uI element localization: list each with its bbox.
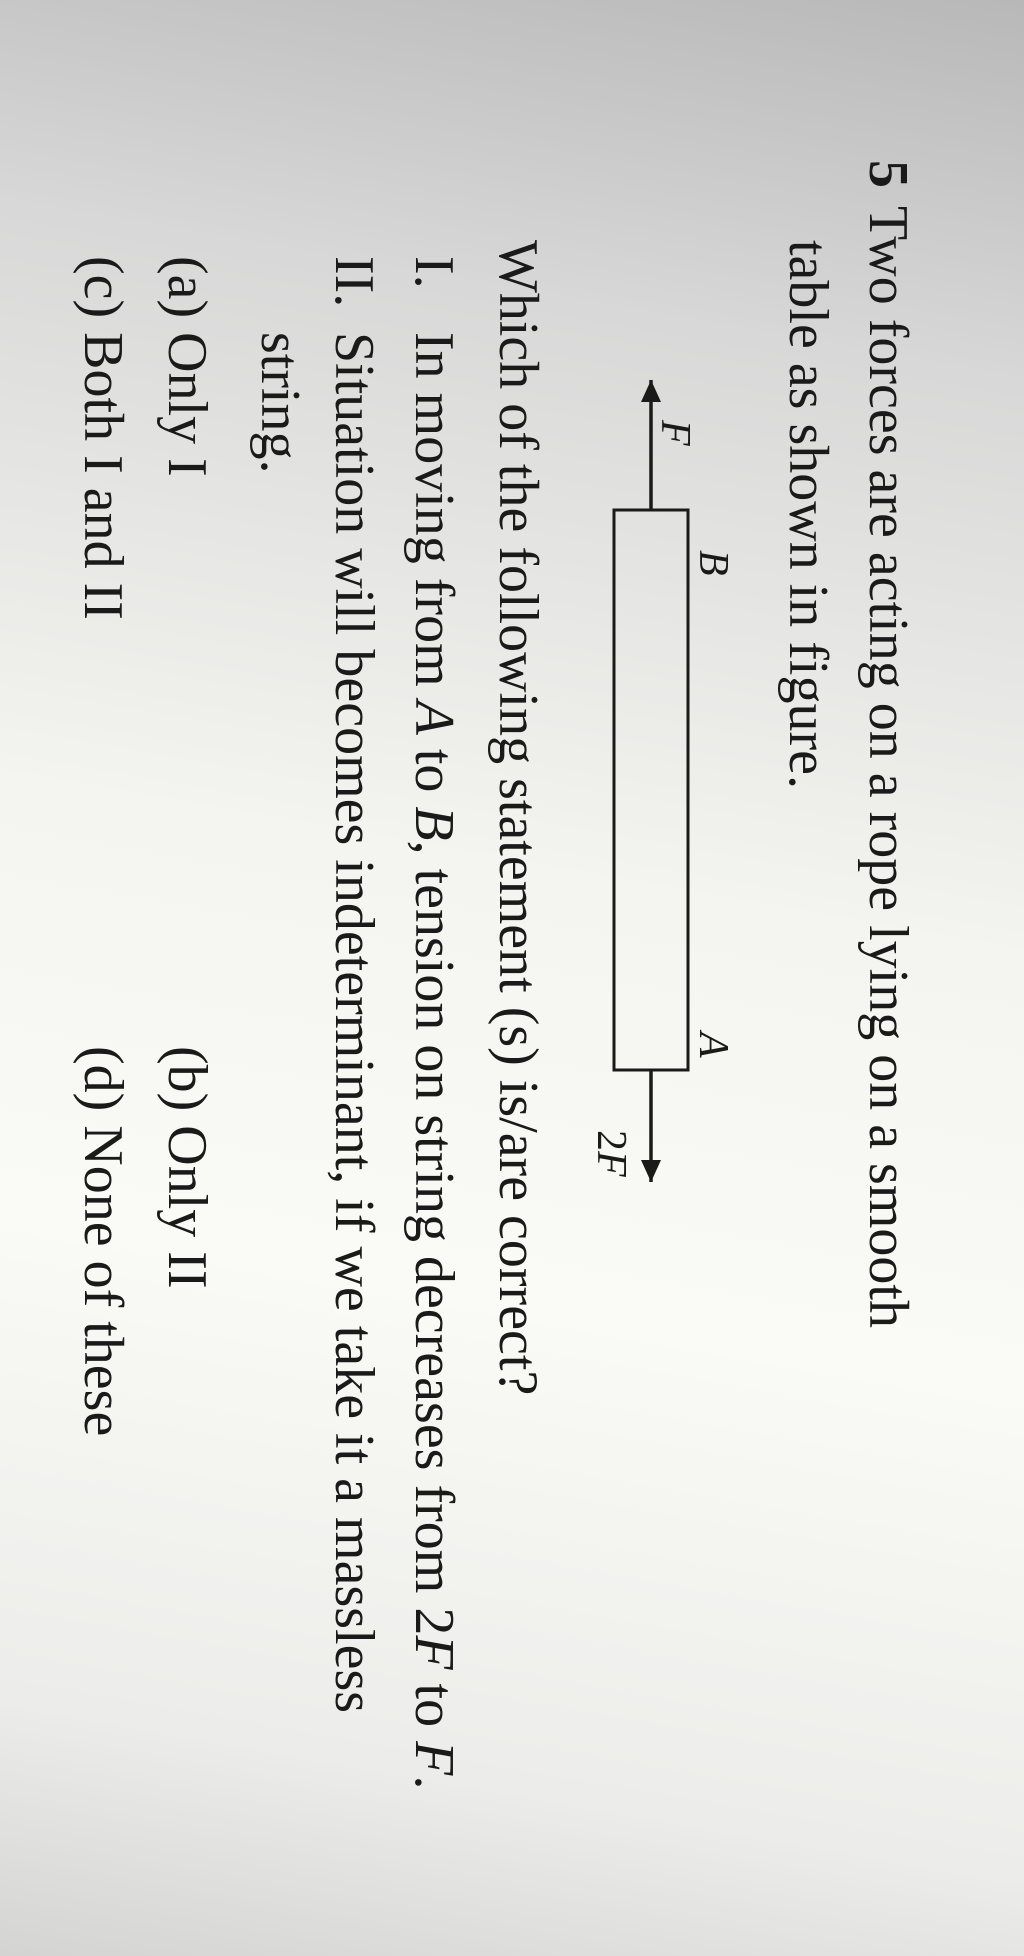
- scanned-page: 5 Two forces are acting on a rope lying o…: [0, 0, 1024, 1956]
- option-a-tag: (a): [156, 256, 218, 318]
- statement-II: II. Situation will becomes indeterminant…: [243, 160, 391, 1836]
- question-line-1: 5 Two forces are acting on a rope lying o…: [850, 160, 924, 1836]
- label-2F: 2F: [588, 1130, 634, 1177]
- options-row-1: (a) Only I (b) Only II: [145, 256, 229, 1836]
- options: (a) Only I (b) Only II (c) Both I and II (d…: [61, 160, 229, 1836]
- option-b-tag: (b): [156, 1046, 218, 1111]
- option-d-tag: (d): [72, 1046, 134, 1111]
- option-b-text: Only II: [156, 1125, 218, 1288]
- question-line-2: table as shown in figure.: [770, 160, 844, 1836]
- statement-I-label: I.: [396, 256, 470, 332]
- option-a: (a) Only I: [145, 256, 229, 1046]
- figure: B A F 2F: [578, 320, 748, 1836]
- statement-I-text: In moving from A to B, tension on string…: [396, 332, 470, 1836]
- option-c-text: Both I and II: [72, 332, 134, 620]
- question-text-1: Two forces are acting on a rope lying on…: [857, 206, 919, 1328]
- label-F: F: [652, 419, 698, 446]
- label-A: A: [690, 1029, 736, 1058]
- statement-II-text: Situation will becomes indeterminant, if…: [243, 332, 391, 1836]
- option-c-tag: (c): [72, 256, 134, 318]
- statement-II-label: II.: [243, 256, 391, 332]
- rope-rect: [614, 510, 688, 1070]
- figure-svg: B A F 2F: [578, 320, 748, 1220]
- option-b: (b) Only II: [145, 1046, 229, 1836]
- option-c: (c) Both I and II: [61, 256, 145, 1046]
- options-row-2: (c) Both I and II (d) None of these: [61, 256, 145, 1836]
- stem-text: Which of the following statement (s) is/…: [480, 160, 554, 1836]
- label-B: B: [690, 550, 736, 576]
- question-text-2: table as shown in figure.: [777, 240, 839, 789]
- option-a-text: Only I: [156, 332, 218, 477]
- statement-I: I. In moving from A to B, tension on str…: [396, 160, 470, 1836]
- question-number: 5: [857, 160, 919, 188]
- arrow-left-head: [641, 380, 661, 402]
- arrow-right-head: [641, 1160, 661, 1182]
- option-d-text: None of these: [72, 1125, 134, 1436]
- option-d: (d) None of these: [61, 1046, 145, 1836]
